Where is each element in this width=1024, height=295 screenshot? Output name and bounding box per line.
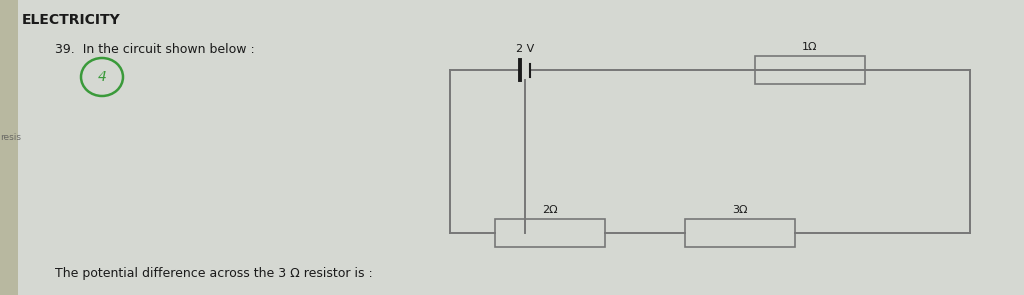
Text: 4: 4	[97, 70, 106, 84]
Text: 2 V: 2 V	[516, 44, 535, 54]
Text: The potential difference across the 3 Ω resistor is :: The potential difference across the 3 Ω …	[55, 266, 373, 279]
Bar	[755, 56, 865, 84]
Bar	[0, 0, 18, 295]
Bar	[495, 219, 605, 247]
Bar	[685, 219, 795, 247]
Text: 39.  In the circuit shown below :: 39. In the circuit shown below :	[55, 43, 255, 56]
Text: ELECTRICITY: ELECTRICITY	[22, 13, 121, 27]
Text: resis: resis	[0, 132, 22, 142]
Text: 1Ω: 1Ω	[802, 42, 818, 52]
Text: 3Ω: 3Ω	[732, 205, 748, 215]
Text: 2Ω: 2Ω	[542, 205, 558, 215]
